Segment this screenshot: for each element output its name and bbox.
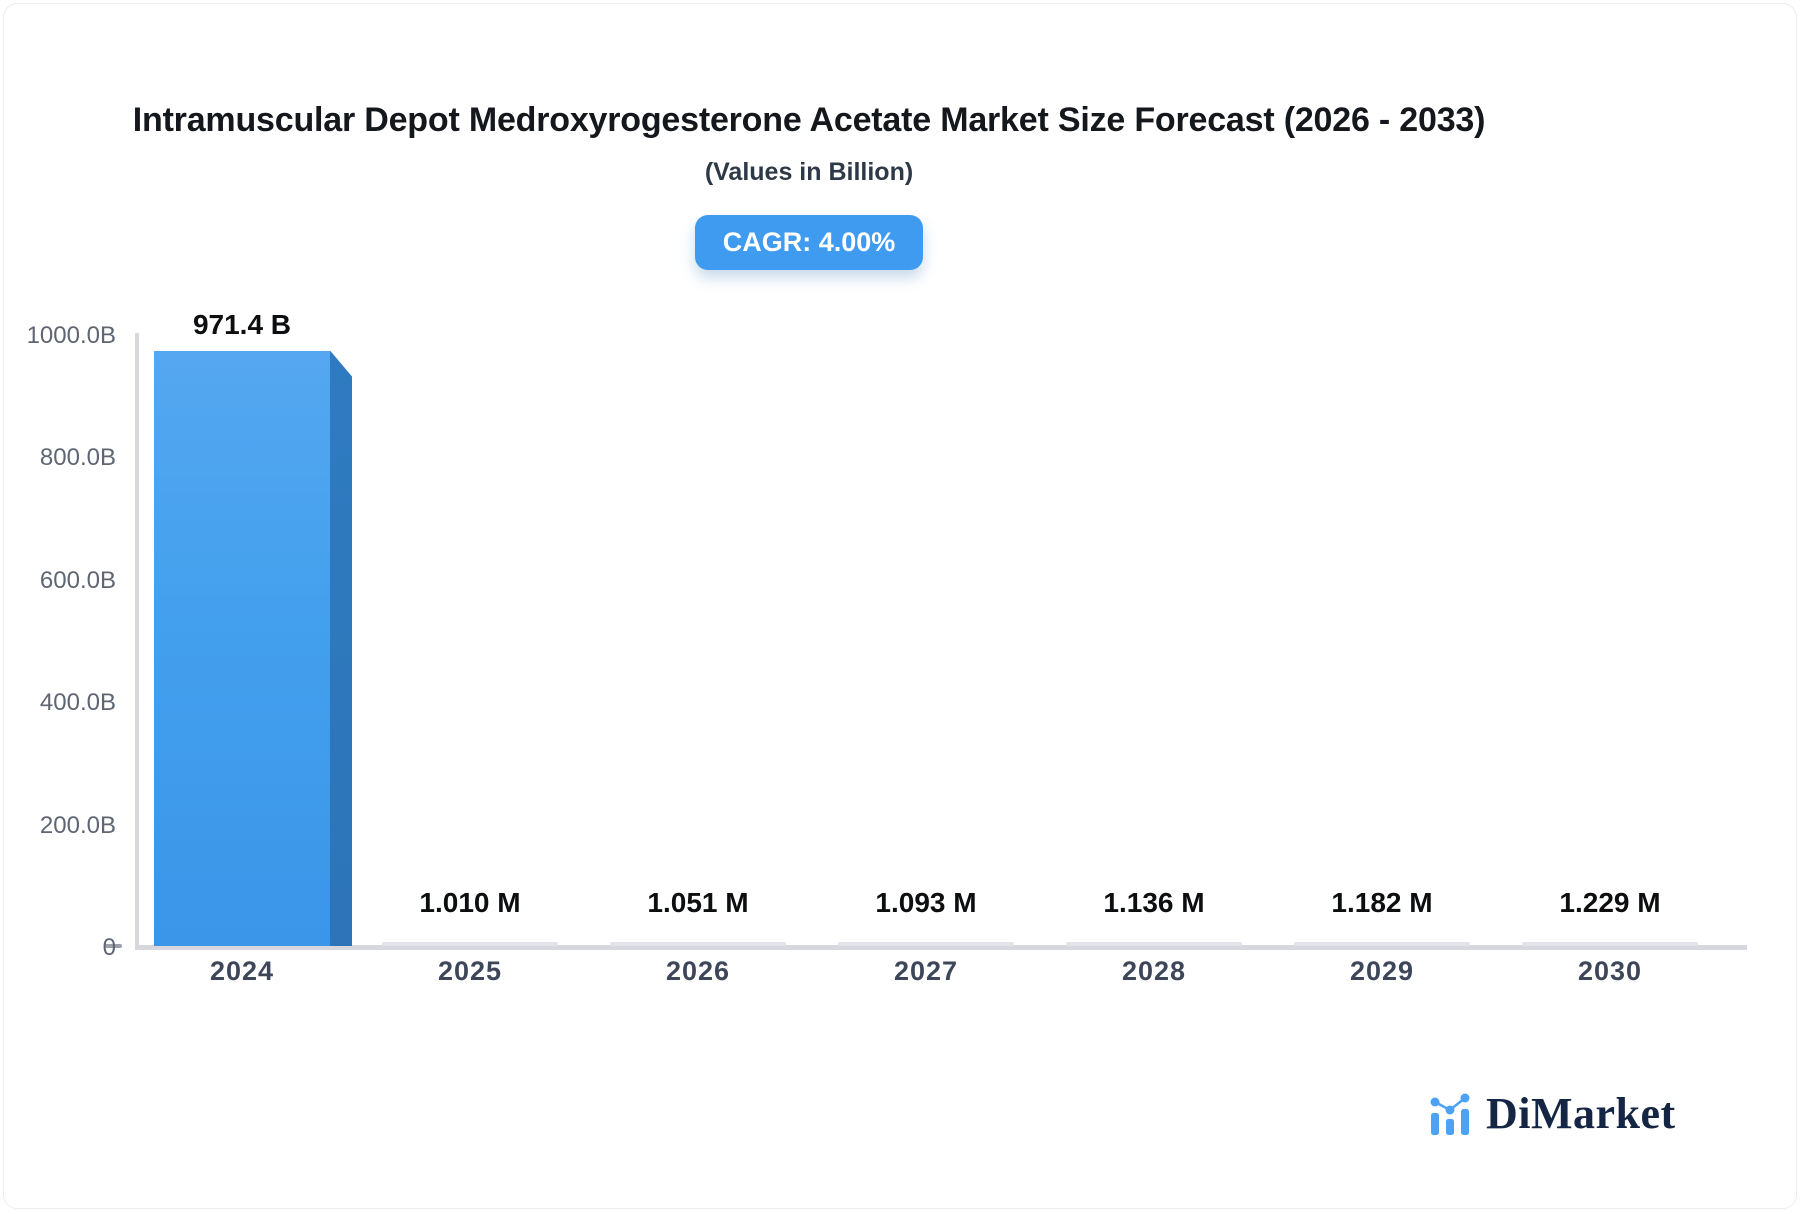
bar-2027[interactable]	[838, 942, 1014, 946]
x-axis-category-label: 2026	[665, 956, 731, 986]
bar-value-label: 1.136 M	[1103, 887, 1205, 918]
y-axis-tick-label: 400.0B	[39, 689, 116, 717]
bar-value-label: 1.093 M	[875, 887, 977, 918]
bar-2024-side-face[interactable]	[330, 350, 352, 946]
bar-2024[interactable]	[154, 350, 330, 946]
bar-2026[interactable]	[610, 942, 786, 946]
bar-chart-icon	[1430, 1093, 1470, 1135]
bar-2028[interactable]	[1066, 942, 1242, 946]
bar-value-label: 1.229 M	[1559, 887, 1661, 918]
logo-text: DiMarket	[1486, 1089, 1676, 1138]
x-axis-category-label: 2028	[1121, 956, 1187, 986]
y-axis-tick-label: 0	[102, 934, 116, 961]
cagr-badge: CAGR: 4.00%	[694, 215, 924, 271]
y-axis-tick-label: 200.0B	[39, 811, 116, 839]
x-axis-baseline	[135, 945, 1747, 950]
bar-2029[interactable]	[1294, 942, 1470, 946]
bar-value-label: 1.010 M	[419, 887, 521, 918]
x-axis-category-label: 2024	[209, 956, 275, 986]
zero-tick-mark	[105, 944, 122, 948]
y-axis-tick-label: 800.0B	[39, 444, 116, 472]
x-axis-category-label: 2027	[893, 956, 959, 986]
bar-value-label: 1.182 M	[1331, 887, 1433, 918]
x-axis-category-label: 2030	[1577, 956, 1643, 986]
y-axis-tick-label: 1000.0B	[26, 322, 116, 349]
y-axis-line	[135, 333, 139, 950]
bar-value-label: 1.051 M	[647, 887, 749, 918]
bar-2030[interactable]	[1522, 942, 1698, 946]
bar-value-label: 971.4 B	[192, 308, 292, 340]
chart-subtitle: (Values in Billion)	[704, 158, 914, 187]
chart-title: Intramuscular Depot Medroxyrogesterone A…	[132, 101, 1486, 139]
x-axis-category-label: 2029	[1349, 956, 1415, 986]
chart-header: Intramuscular Depot Medroxyrogesterone A…	[4, 4, 1614, 271]
y-axis-tick-label: 600.0B	[39, 566, 116, 594]
x-axis-category-label: 2025	[437, 956, 503, 986]
chart-card: Intramuscular Depot Medroxyrogesterone A…	[3, 3, 1797, 1209]
bar-2025[interactable]	[382, 942, 558, 946]
dimarket-logo: DiMarket	[1428, 1088, 1676, 1139]
